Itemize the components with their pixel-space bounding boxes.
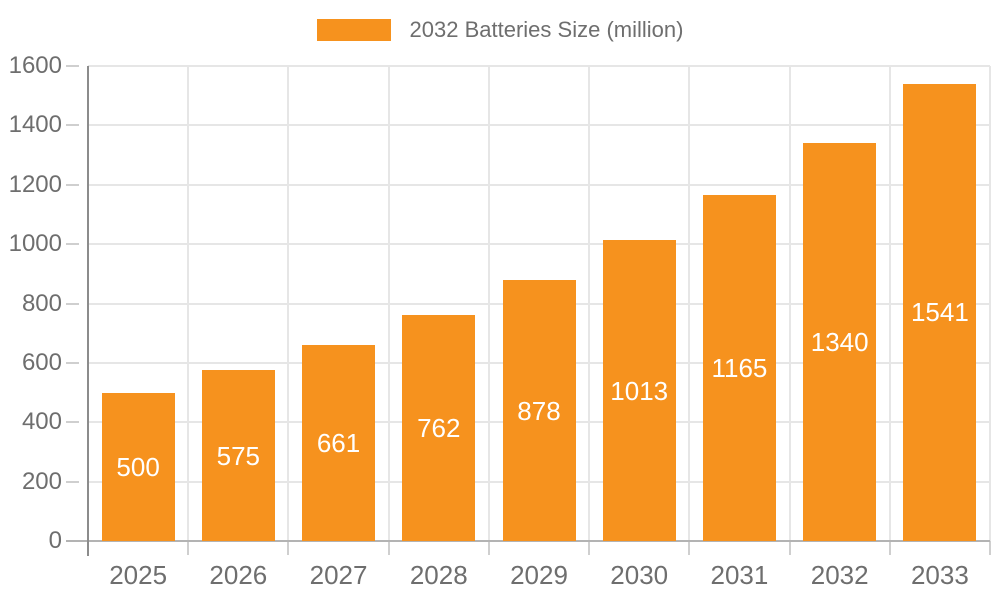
bar-value-label: 661 xyxy=(316,427,361,458)
bar-value-label: 1340 xyxy=(810,327,869,358)
y-axis-tick xyxy=(66,302,79,305)
y-axis-tick xyxy=(66,480,79,483)
y-axis-label: 0 xyxy=(48,527,62,554)
y-axis-line xyxy=(87,66,89,556)
y-axis-label: 1000 xyxy=(8,230,62,258)
v-gridline xyxy=(387,66,390,541)
x-axis-tick xyxy=(588,541,591,555)
legend: 2032 Batteries Size (million) xyxy=(0,17,1000,43)
bar-2029[interactable] xyxy=(502,280,576,541)
v-gridline xyxy=(287,66,290,541)
bar-2033[interactable] xyxy=(903,83,977,541)
bar-2032[interactable] xyxy=(803,143,877,541)
x-axis-tick xyxy=(888,541,891,555)
bar-2031[interactable] xyxy=(702,195,776,541)
x-axis-tick xyxy=(688,541,691,555)
y-axis-label: 1400 xyxy=(8,111,62,139)
y-axis-tick xyxy=(66,183,79,186)
y-axis-tick xyxy=(66,361,79,364)
x-axis-tick xyxy=(989,541,991,555)
x-axis-tick xyxy=(788,541,791,555)
x-axis-label: 2030 xyxy=(610,560,669,590)
x-axis-tick xyxy=(387,541,390,555)
x-axis-label: 2032 xyxy=(810,560,869,590)
h-gridline xyxy=(88,243,990,246)
bar-2030[interactable] xyxy=(602,240,676,541)
bar-2026[interactable] xyxy=(201,370,275,541)
bar-2028[interactable] xyxy=(402,314,476,541)
x-axis-tick xyxy=(287,541,290,555)
x-axis-label: 2027 xyxy=(309,560,368,590)
bar-value-label: 1165 xyxy=(711,353,768,384)
x-axis-label: 2029 xyxy=(510,560,568,590)
bar-2025[interactable] xyxy=(101,392,175,541)
y-axis-tick xyxy=(66,243,79,246)
y-axis-label: 200 xyxy=(21,467,62,495)
v-gridline xyxy=(688,66,691,541)
v-gridline xyxy=(888,66,891,541)
y-axis-label: 800 xyxy=(21,289,62,317)
y-axis-label: 1600 xyxy=(8,52,62,79)
y-axis-label: 400 xyxy=(21,408,62,436)
y-axis-tick xyxy=(66,65,79,67)
v-gridline xyxy=(487,66,490,541)
x-axis-label: 2033 xyxy=(910,560,969,590)
v-gridline xyxy=(588,66,591,541)
bar-2027[interactable] xyxy=(302,344,376,541)
bar-value-label: 1541 xyxy=(910,297,969,328)
x-axis-label: 2028 xyxy=(409,560,468,590)
x-axis-label: 2031 xyxy=(710,560,769,590)
x-axis-label: 2025 xyxy=(109,560,168,590)
legend-swatch xyxy=(316,19,391,41)
v-gridline xyxy=(989,66,991,541)
x-axis-tick xyxy=(487,541,490,555)
x-axis-label: 2026 xyxy=(209,560,268,590)
legend-label: 2032 Batteries Size (million) xyxy=(409,17,684,42)
x-axis-tick xyxy=(187,541,190,555)
v-gridline xyxy=(788,66,791,541)
y-axis-tick xyxy=(66,421,79,424)
v-gridline xyxy=(187,66,190,541)
h-gridline xyxy=(88,124,990,127)
x-axis-line xyxy=(66,540,990,542)
bar-value-label: 762 xyxy=(417,412,461,443)
y-axis-label: 1200 xyxy=(8,170,62,198)
bar-value-label: 575 xyxy=(216,440,261,471)
bar-value-label: 878 xyxy=(517,395,561,426)
h-gridline xyxy=(88,65,990,67)
bar-value-label: 1013 xyxy=(610,375,669,406)
bar-value-label: 500 xyxy=(116,451,160,482)
y-axis-tick xyxy=(66,124,79,127)
y-axis-label: 600 xyxy=(21,348,62,376)
h-gridline xyxy=(88,183,990,186)
